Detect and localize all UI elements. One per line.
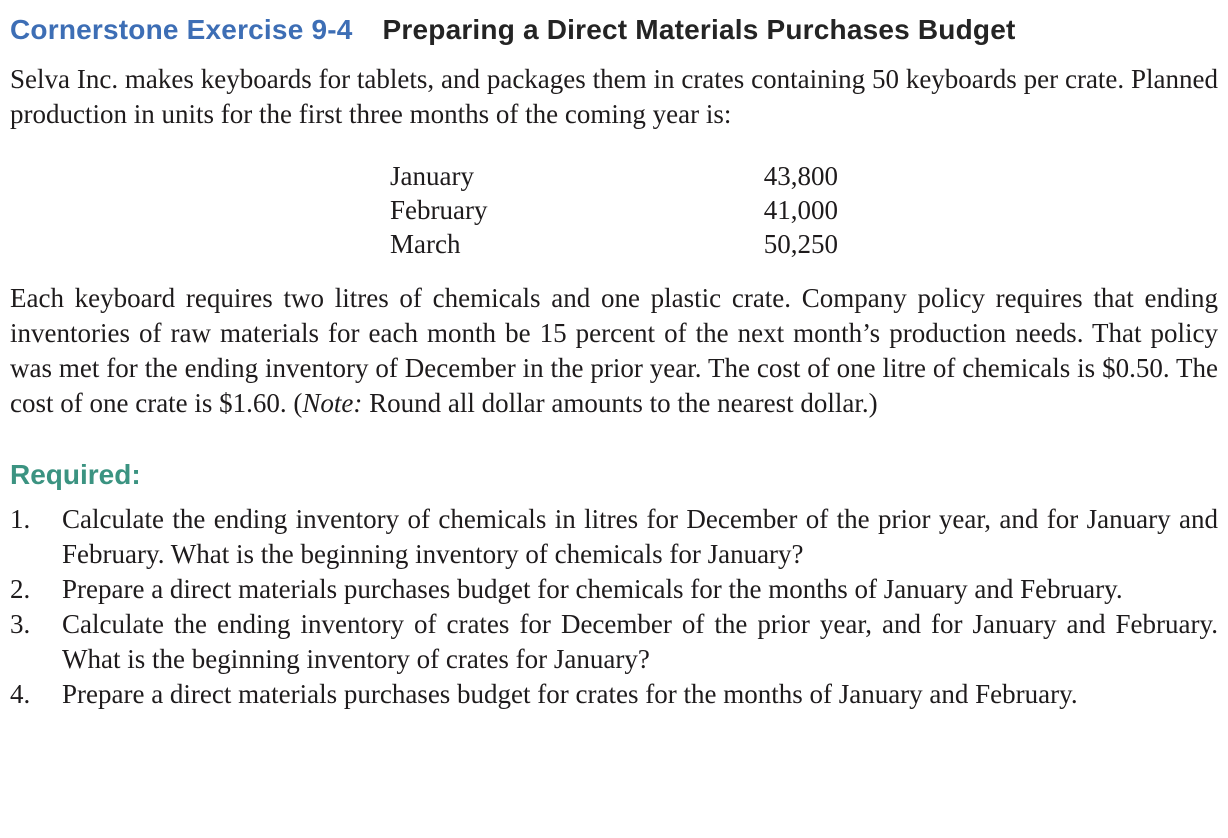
table-row: January 43,800 [390,159,838,193]
production-table: January 43,800 February 41,000 March 50,… [390,159,838,261]
list-item-number: 3. [10,609,31,639]
intro-paragraph: Selva Inc. makes keyboards for tablets, … [10,64,1218,129]
note-label: Note: [302,388,363,418]
list-item: 2. Prepare a direct materials purchases … [10,572,1218,607]
list-item-text: Calculate the ending inventory of crates… [62,609,1218,674]
policy-paragraph: Each keyboard requires two litres of che… [10,281,1218,421]
month-label: January [390,161,474,191]
list-item-number: 2. [10,574,31,604]
list-item-text: Prepare a direct materials purchases bud… [62,679,1078,709]
policy-text-after-note: Round all dollar amounts to the nearest … [362,388,878,418]
month-label: March [390,229,461,259]
table-row: March 50,250 [390,227,838,261]
required-list: 1. Calculate the ending inventory of che… [10,502,1218,712]
list-item: 4. Prepare a direct materials purchases … [10,677,1218,712]
list-item-text: Prepare a direct materials purchases bud… [62,574,1123,604]
list-item: 3. Calculate the ending inventory of cra… [10,607,1218,677]
list-item: 1. Calculate the ending inventory of che… [10,502,1218,572]
list-item-number: 1. [10,504,31,534]
units-value: 41,000 [763,195,838,225]
month-label: February [390,195,488,225]
list-item-text: Calculate the ending inventory of chemic… [62,504,1218,569]
exercise-title: Preparing a Direct Materials Purchases B… [382,14,1016,45]
list-item-number: 4. [10,679,31,709]
units-value: 50,250 [763,229,838,259]
table-row: February 41,000 [390,193,838,227]
required-heading: Required: [10,459,141,490]
policy-text-before-note: Each keyboard requires two litres of che… [10,283,1218,418]
exercise-header: Cornerstone Exercise 9-4 Preparing a Dire… [10,12,1218,48]
exercise-number-label: Cornerstone Exercise 9-4 [10,14,353,45]
units-value: 43,800 [763,161,838,191]
